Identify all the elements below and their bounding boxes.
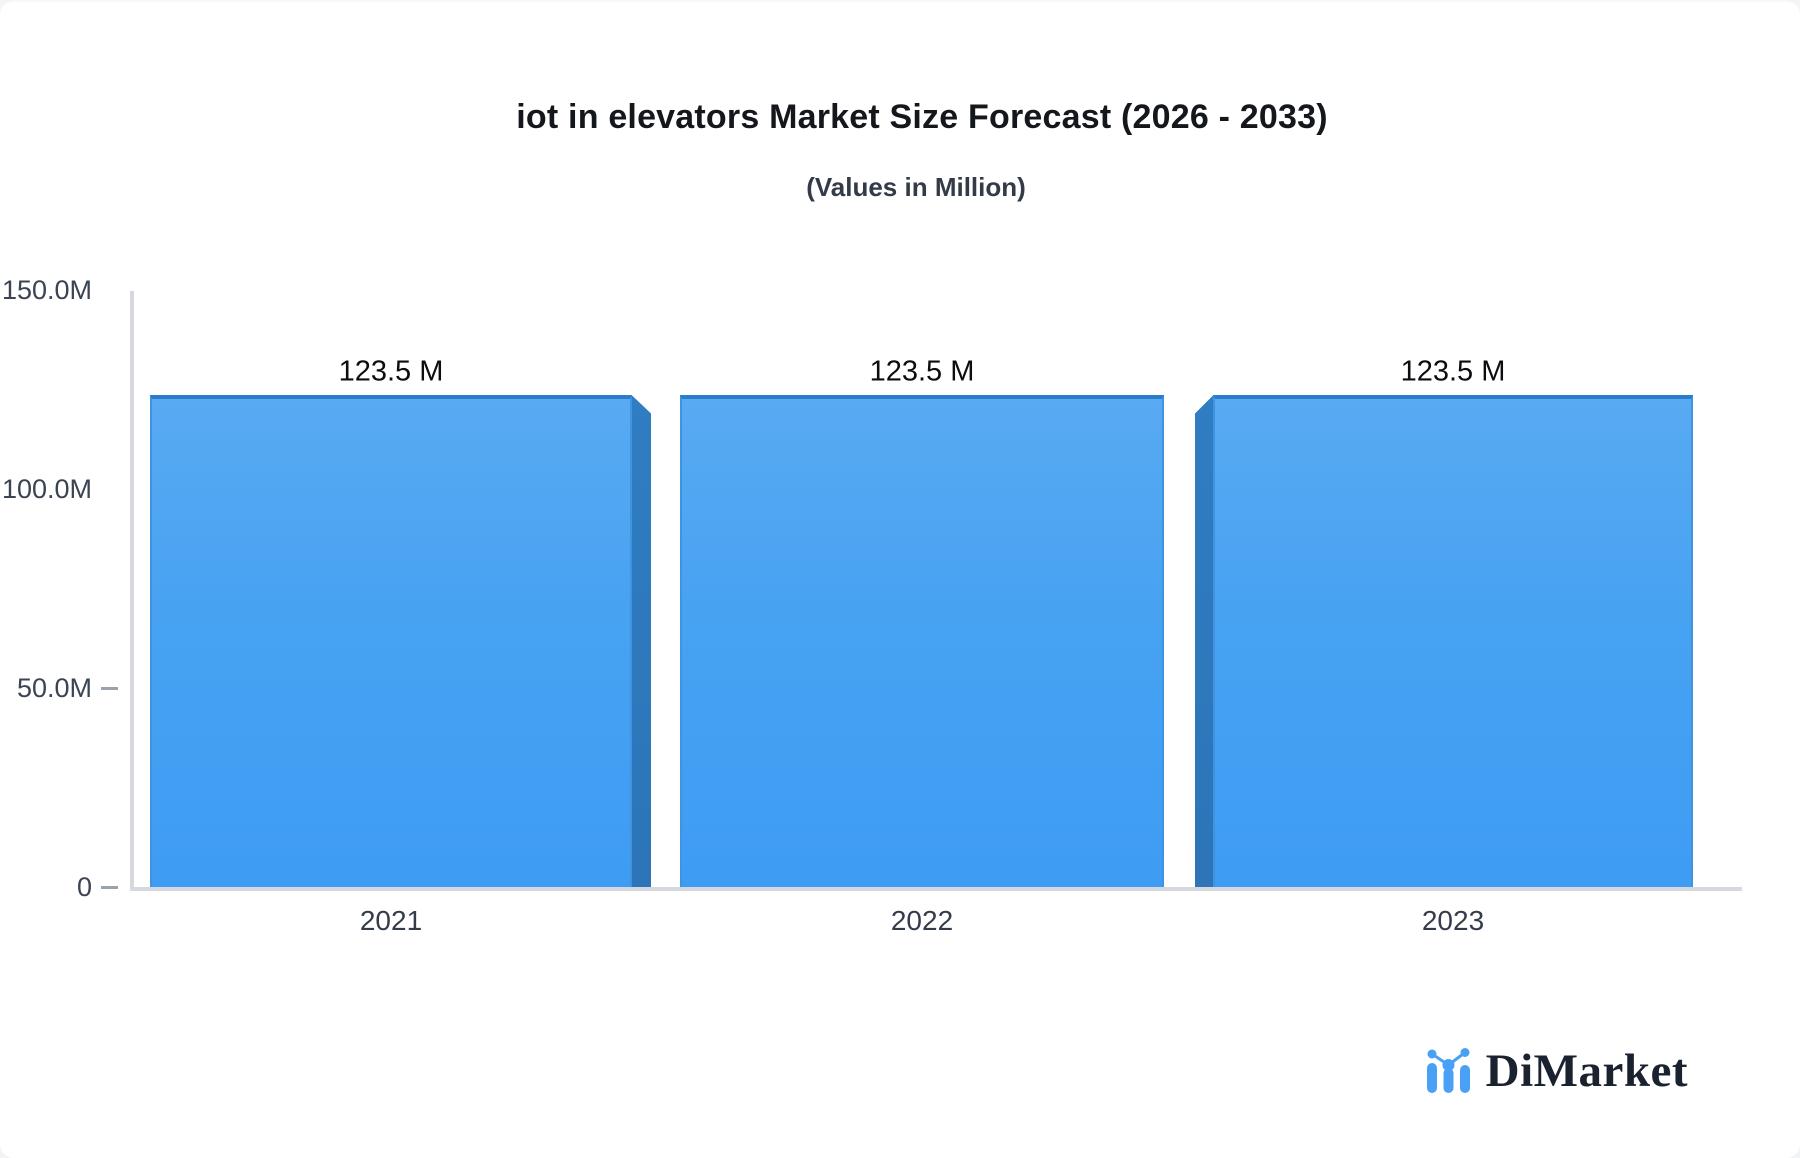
bar-2021[interactable] (150, 395, 632, 887)
bar-2023-3d-side (1195, 395, 1213, 887)
y-tick-label-50: 50.0M (16, 673, 92, 703)
bar-2021-3d-side (632, 395, 651, 887)
bar-value-label-2021: 123.5 M (338, 355, 444, 388)
y-tick-label-150: 150.0M (1, 275, 92, 305)
y-tick-label-100: 100.0M (1, 474, 92, 504)
x-label-2021: 2021 (359, 905, 423, 936)
x-label-2022: 2022 (890, 905, 954, 936)
bar-value-label-2023: 123.5 M (1400, 355, 1506, 388)
bar-2023[interactable] (1213, 395, 1693, 887)
bar-line-chart-icon (1426, 1048, 1470, 1093)
y-axis-line (130, 291, 134, 890)
y-tick-mark-50 (101, 687, 118, 690)
chart-subtitle: (Values in Million) (806, 172, 1026, 202)
bar-value-label-2022: 123.5 M (869, 355, 975, 388)
x-axis-baseline (130, 887, 1742, 891)
y-tick-label-0: 0 (76, 872, 92, 902)
dimarket-logo[interactable]: DiMarket (1424, 1040, 1688, 1102)
bar-2022[interactable] (680, 395, 1164, 887)
y-tick-mark-0 (101, 886, 118, 889)
x-label-2023: 2023 (1421, 905, 1485, 936)
dimarket-logo-text: DiMarket (1485, 1045, 1688, 1097)
chart-title: iot in elevators Market Size Forecast (2… (516, 98, 1328, 136)
